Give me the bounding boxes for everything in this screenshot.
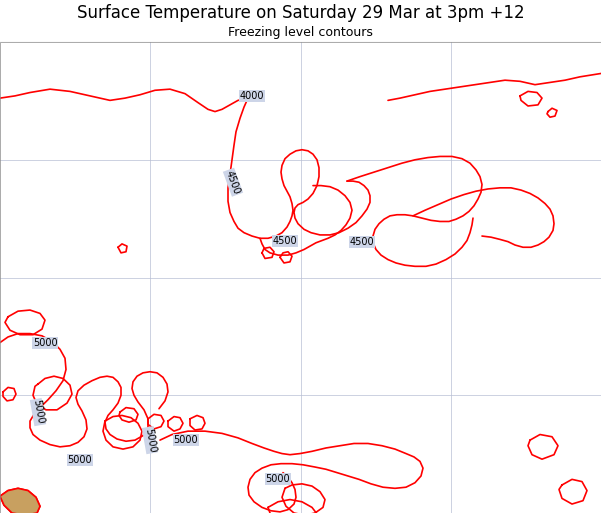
Text: 4500: 4500 — [350, 236, 374, 247]
Text: Surface Temperature on Saturday 29 Mar at 3pm +12: Surface Temperature on Saturday 29 Mar a… — [77, 4, 524, 22]
Text: 5000: 5000 — [174, 435, 198, 445]
Text: 4500: 4500 — [224, 169, 242, 195]
Text: Freezing level contours: Freezing level contours — [228, 26, 373, 40]
Text: 5000: 5000 — [143, 427, 157, 453]
Text: 4000: 4000 — [240, 91, 264, 101]
Text: 5000: 5000 — [266, 475, 290, 484]
Text: 5000: 5000 — [31, 399, 45, 425]
Polygon shape — [0, 488, 40, 513]
Text: 4500: 4500 — [273, 235, 297, 246]
Text: 5000: 5000 — [68, 456, 93, 465]
Text: 5000: 5000 — [32, 338, 57, 348]
